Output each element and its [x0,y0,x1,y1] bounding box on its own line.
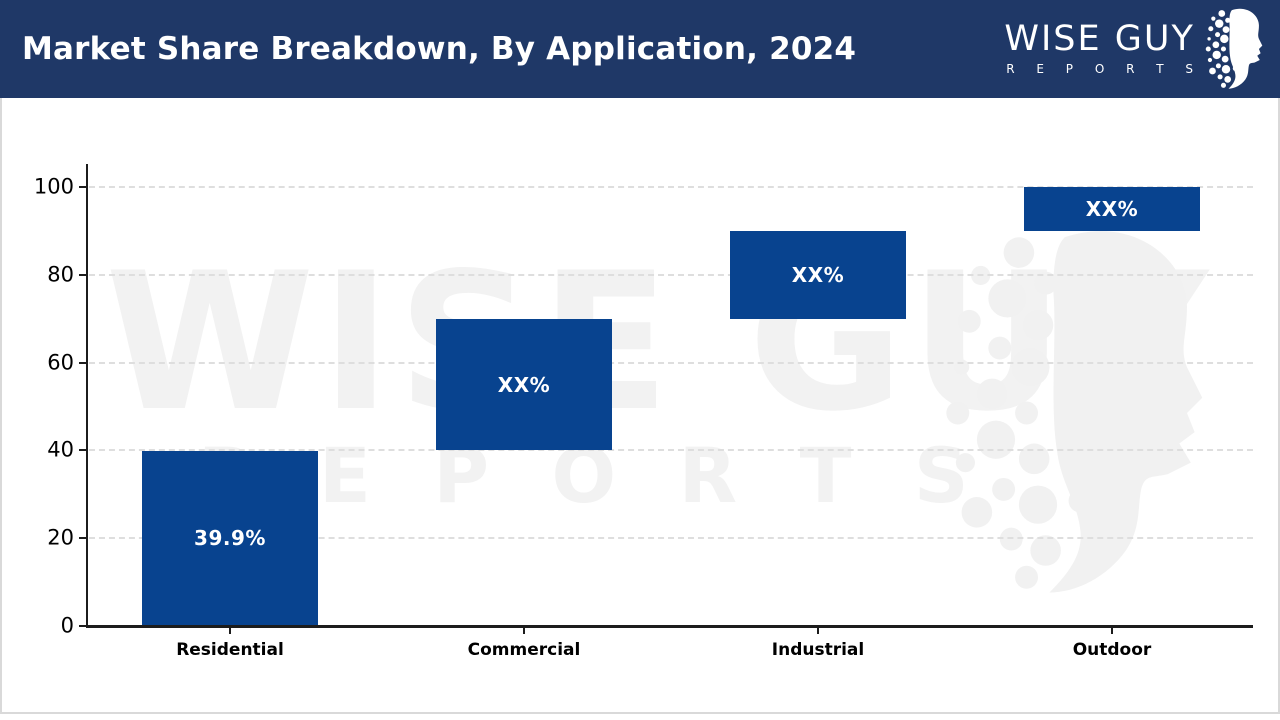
x-axis-label-commercial: Commercial [467,640,581,660]
gridline-40 [89,449,1253,452]
bar-outdoor: XX% [1024,187,1200,231]
logo-wordmark-block: WISE GUY R E P O R T S [997,19,1202,77]
logo-wordmark: WISE GUY [1004,19,1195,59]
y-tick-mark [79,361,87,364]
y-axis-tick-label: 100 [33,174,74,199]
y-tick-mark [79,186,87,188]
bar-commercial: XX% [436,318,612,451]
y-tick-mark [79,625,87,627]
gridline-20 [89,537,1253,540]
page-title: Market Share Breakdown, By Application, … [22,31,857,67]
y-axis-spine [86,164,88,628]
wise-guy-head-icon [1205,8,1263,89]
header-bar: Market Share Breakdown, By Application, … [0,0,1280,98]
bar-value-label: XX% [1085,196,1139,221]
x-axis-label-residential: Residential [176,640,284,660]
logo-subtext: R E P O R T S [1006,62,1202,76]
bar-residential: 39.9% [142,450,318,626]
y-axis-tick-label: 40 [47,437,74,462]
gridline-80 [89,273,1253,276]
x-tick-mark [229,628,231,634]
gridline-100 [89,186,1253,188]
x-axis-label-outdoor: Outdoor [1072,640,1152,660]
bar-value-label: 39.9% [194,526,266,551]
y-axis-tick-label: 20 [47,525,74,550]
x-tick-mark [817,628,819,634]
y-tick-mark [79,537,87,540]
y-tick-mark [79,273,87,276]
brand-logo: WISE GUY R E P O R T S [997,4,1264,94]
x-axis-spine [86,625,1253,628]
gridline-60 [89,361,1253,364]
y-tick-mark [79,449,87,452]
y-axis-tick-label: 0 [60,613,74,638]
bar-industrial: XX% [730,230,906,319]
x-tick-mark [1111,628,1113,634]
y-axis-tick-label: 80 [47,262,74,287]
bar-value-label: XX% [497,372,551,397]
y-axis-tick-label: 60 [47,350,74,375]
bar-value-label: XX% [791,262,845,287]
x-axis-label-industrial: Industrial [771,640,865,660]
x-tick-mark [523,628,525,634]
